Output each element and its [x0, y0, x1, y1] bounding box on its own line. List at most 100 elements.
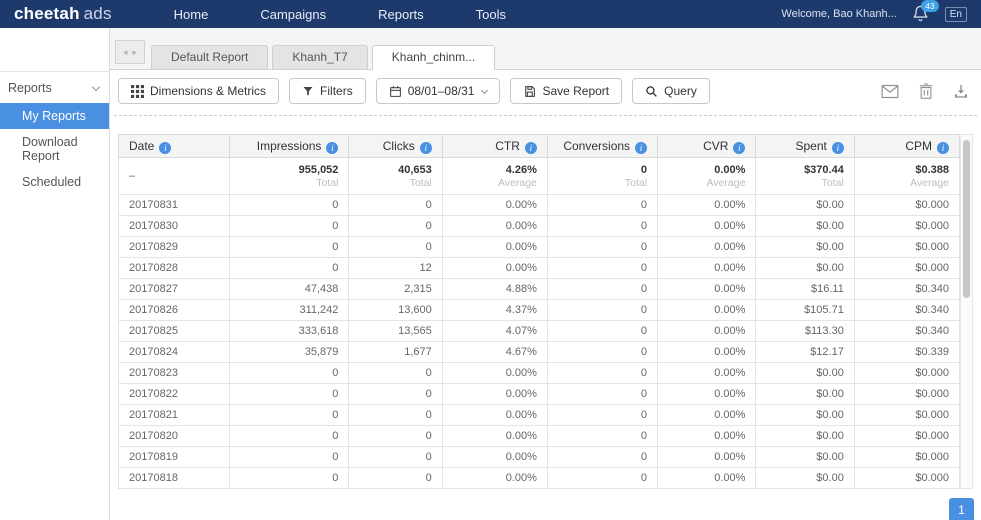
tab-default-report[interactable]: Default Report [151, 45, 269, 70]
cell-cpm: $0.000 [853, 467, 961, 489]
sidebar-item-scheduled[interactable]: Scheduled [22, 175, 82, 189]
cell-impressions: 0 [228, 383, 350, 405]
cell-cvr: 0.00% [657, 383, 757, 405]
cell-clicks: 0 [348, 467, 443, 489]
table-row: 20170831 0 0 0.00% 0 0.00% $0.00 $0.000 [118, 194, 961, 216]
column-label: Impressions [256, 138, 322, 153]
cell-spent: $0.00 [755, 362, 855, 384]
cell-clicks: 0 [348, 362, 443, 384]
cell-conversions: 0 [546, 341, 659, 363]
query-label: Query [664, 84, 697, 98]
cell-spent: $0.00 [755, 194, 855, 216]
cell-spent: $0.00 [755, 425, 855, 447]
cell-cpm: $0.000 [853, 362, 961, 384]
cell-conversions: 0 [546, 320, 659, 342]
cell-date: 20170826 [118, 299, 230, 321]
table-row: 20170828 0 12 0.00% 0 0.00% $0.00 $0.000 [118, 257, 961, 279]
cell-impressions: 47,438 [228, 278, 350, 300]
column-label: Date [129, 138, 155, 153]
tab-khanh-chinm[interactable]: Khanh_chinm... [371, 45, 496, 70]
sidebar-item-my-reports[interactable]: My Reports [0, 103, 109, 129]
language-selector[interactable]: En [944, 6, 967, 22]
trash-icon[interactable] [919, 83, 933, 99]
info-icon[interactable]: i [635, 141, 648, 154]
sidebar-item-download-report[interactable]: Download Report [22, 135, 78, 163]
cell-cvr: 0.00% [657, 299, 757, 321]
cell-ctr: 0.00% [441, 383, 548, 405]
cell-cpm: $0.000 [853, 257, 961, 279]
info-icon[interactable]: i [326, 141, 339, 154]
query-button[interactable]: Query [632, 78, 710, 104]
nav-item-campaigns[interactable]: Campaigns [260, 6, 327, 22]
cell-date: 20170822 [118, 383, 230, 405]
nav-item-home[interactable]: Home [173, 6, 209, 22]
cell-date: 20170829 [118, 236, 230, 258]
table-row: 20170825 333,618 13,565 4.07% 0 0.00% $113.30 $… [118, 320, 961, 342]
date-range-button[interactable]: 08/01–08/31 [375, 78, 501, 104]
column-header-conversions: Conversions i [546, 134, 659, 158]
cell-spent: $0.00 [755, 404, 855, 426]
cell-impressions: 0 [228, 425, 350, 447]
cell-cvr: 0.00% [657, 257, 757, 279]
toolbar-right-icons [881, 83, 969, 99]
save-report-button[interactable]: Save Report [510, 78, 623, 104]
cell-spent: $0.00 [755, 446, 855, 468]
cell-date: 20170818 [118, 467, 230, 489]
nav-item-reports[interactable]: Reports [378, 6, 424, 22]
info-icon[interactable]: i [159, 141, 172, 154]
cell-conversions: 0 [546, 194, 659, 216]
logo-text-light: ads [83, 4, 112, 23]
cell-ctr: 4.37% [441, 299, 548, 321]
brand-logo[interactable]: cheetah ads [14, 4, 112, 24]
chevron-left-icon[interactable]: ◂ [122, 46, 128, 57]
nav-item-tools[interactable]: Tools [475, 6, 507, 22]
cell-impressions: 0 [228, 467, 350, 489]
cell-cvr: 0.00% [657, 341, 757, 363]
table-row: 20170821 0 0 0.00% 0 0.00% $0.00 $0.000 [118, 404, 961, 426]
cell-clicks: 13,600 [348, 299, 443, 321]
chevron-right-icon[interactable]: ▸ [132, 46, 138, 57]
cell-cvr: 0.00% [657, 467, 757, 489]
cell-conversions: 0 [546, 215, 659, 237]
cell-conversions: 0 [546, 404, 659, 426]
cell-cvr: 0.00% [657, 236, 757, 258]
info-icon[interactable]: i [419, 141, 432, 154]
table-scrollbar-track[interactable] [960, 134, 973, 489]
cell-spent: $113.30 [755, 320, 855, 342]
tab-scroll-arrows[interactable]: ◂ ▸ [115, 40, 145, 64]
cell-cpm: $0.339 [853, 341, 961, 363]
cell-impressions: 0 [228, 236, 350, 258]
cell-ctr: 0.00% [441, 446, 548, 468]
cell-clicks: 0 [348, 194, 443, 216]
info-icon[interactable]: i [937, 141, 949, 154]
mail-icon[interactable] [881, 84, 899, 99]
cell-spent: $0.00 [755, 383, 855, 405]
sidebar-group-reports[interactable]: Reports [0, 72, 109, 103]
cell-cvr: 0.00% [657, 320, 757, 342]
table-body: – 955,052 Total 40,653 Total 4.26% Average … [118, 157, 961, 489]
cell-conversions: 0 [546, 257, 659, 279]
info-icon[interactable]: i [733, 141, 746, 154]
totals-clicks-cell: 40,653 Total [348, 157, 443, 195]
table-header-row: Date i Impressions i Clicks i CTR i Conversions i… [118, 134, 961, 158]
info-icon[interactable]: i [524, 141, 537, 154]
dimensions-metrics-button[interactable]: Dimensions & Metrics [118, 78, 280, 104]
cell-impressions: 333,618 [228, 320, 350, 342]
info-icon[interactable]: i [831, 141, 844, 154]
cell-cpm: $0.340 [853, 320, 961, 342]
cell-impressions: 0 [228, 446, 350, 468]
table-scrollbar-thumb[interactable] [963, 140, 970, 298]
filters-button[interactable]: Filters [289, 78, 366, 104]
download-icon[interactable] [953, 83, 969, 99]
welcome-text[interactable]: Welcome, Bao Khanh... [781, 8, 897, 20]
cell-date: 20170825 [118, 320, 230, 342]
sidebar-group-label: Reports [8, 81, 52, 95]
cell-conversions: 0 [546, 425, 659, 447]
cell-spent: $0.00 [755, 215, 855, 237]
totals-conversions-cell: 0 Total [546, 157, 659, 195]
column-header-cvr: CVR i [657, 134, 757, 158]
table-row: 20170824 35,879 1,677 4.67% 0 0.00% $12.17 $0.3… [118, 341, 961, 363]
notifications-button[interactable]: 43 [912, 0, 939, 23]
tab-khanh-t7[interactable]: Khanh_T7 [272, 45, 368, 70]
page-button-1[interactable]: 1 [949, 498, 974, 520]
